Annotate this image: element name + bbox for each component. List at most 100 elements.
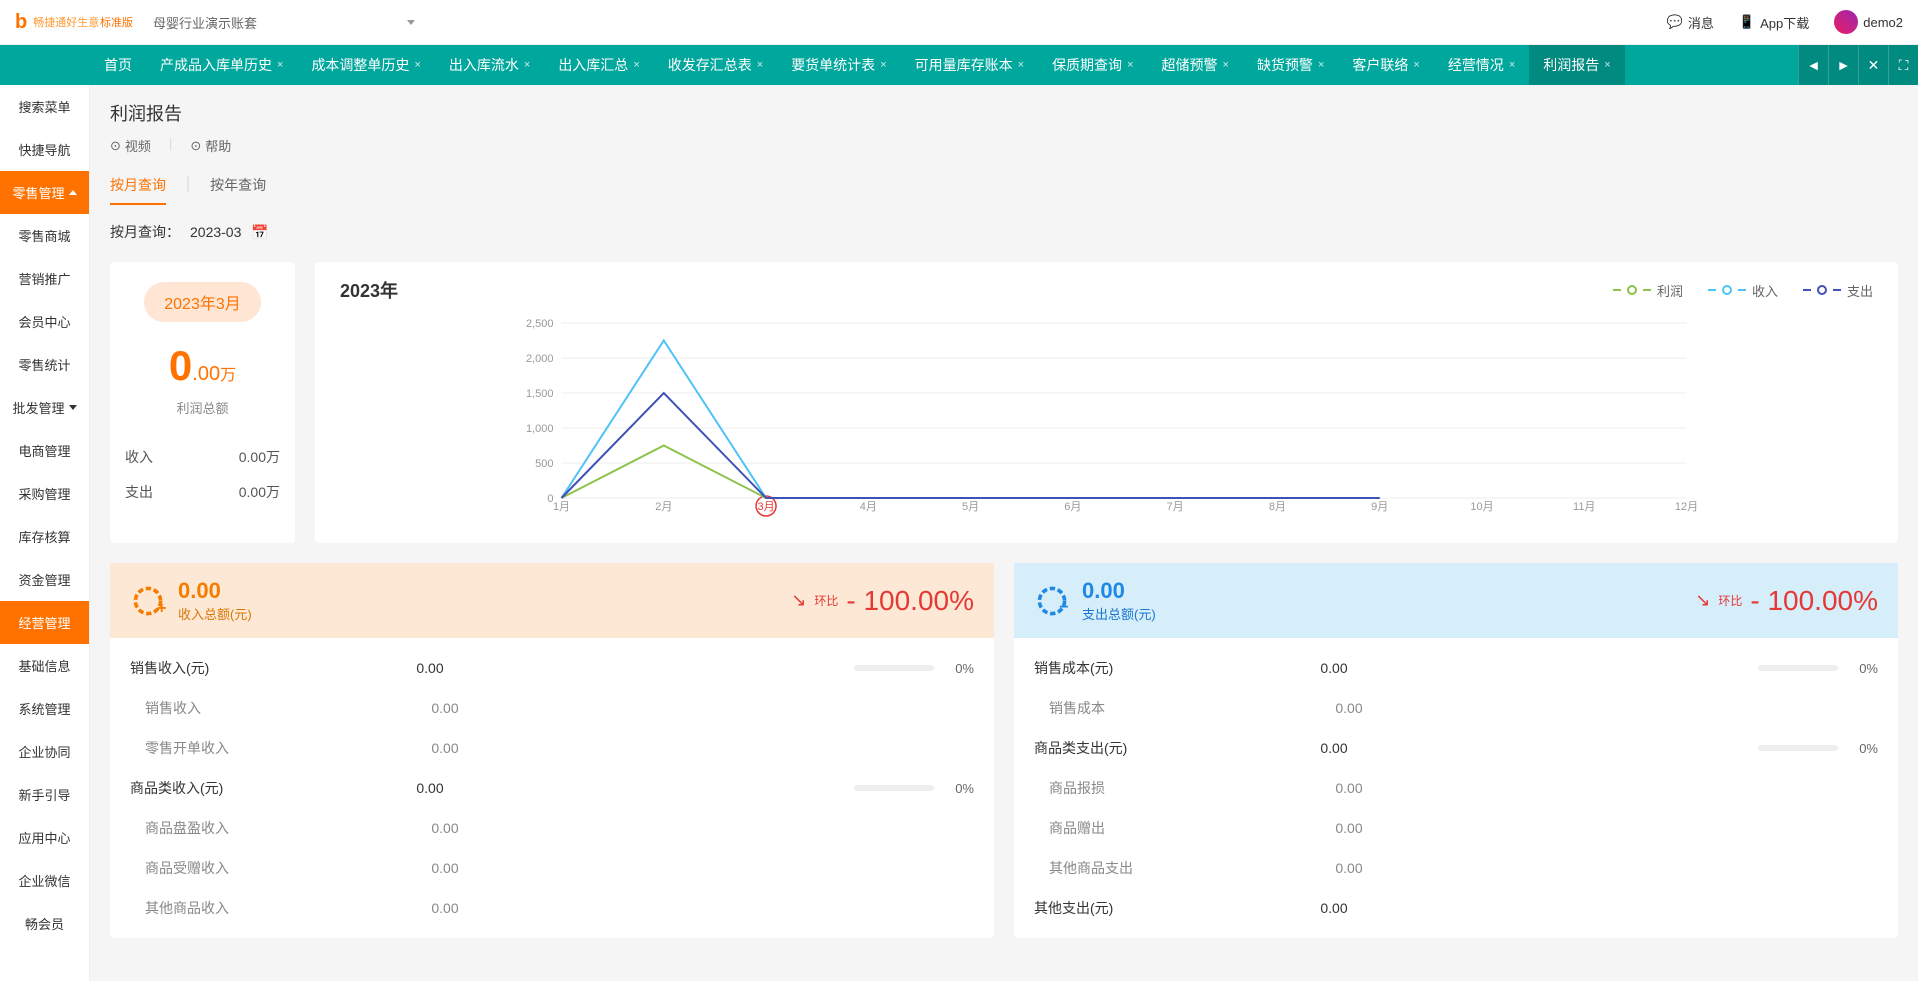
content: 利润报告 视频 | 帮助 按月查询 | 按年查询 按月查询： 2023-03 📅… — [90, 85, 1918, 981]
download-text: App下载 — [1760, 13, 1809, 32]
tab-item[interactable]: 可用量库存账本× — [901, 45, 1038, 85]
sidebar-item[interactable]: 经营管理 — [0, 601, 89, 644]
stat-row: 零售开单收入0.00 — [130, 728, 974, 768]
close-icon[interactable]: × — [1127, 59, 1133, 71]
query-month-tab[interactable]: 按月查询 — [110, 167, 166, 205]
svg-text:3月: 3月 — [757, 501, 774, 513]
stat-row: 其他支出(元)0.00 — [1034, 888, 1878, 928]
sidebar-item[interactable]: 畅会员 — [0, 902, 89, 945]
tab-home[interactable]: 首页 — [90, 45, 146, 85]
svg-text:2月: 2月 — [655, 501, 672, 513]
sidebar-item[interactable]: 零售商城 — [0, 214, 89, 257]
tab-item[interactable]: 要货单统计表× — [777, 45, 900, 85]
tab-item[interactable]: 客户联络× — [1338, 45, 1433, 85]
svg-text:12月: 12月 — [1675, 501, 1698, 513]
calendar-icon[interactable]: 📅 — [251, 224, 268, 241]
message-icon: 💬 — [1667, 14, 1683, 30]
sidebar-item[interactable]: 库存核算 — [0, 515, 89, 558]
legend-item[interactable]: 支出 — [1803, 281, 1873, 300]
sidebar-item[interactable]: 基础信息 — [0, 644, 89, 687]
tab-item[interactable]: 超储预警× — [1148, 45, 1243, 85]
profit-label: 利润总额 — [125, 398, 280, 417]
close-icon[interactable]: × — [880, 59, 886, 71]
svg-text:6月: 6月 — [1064, 501, 1081, 513]
tab-bar: 首页 产成品入库单历史×成本调整单历史×出入库流水×出入库汇总×收发存汇总表×要… — [0, 45, 1918, 85]
svg-text:−: − — [1059, 597, 1068, 615]
svg-text:1,500: 1,500 — [526, 388, 554, 400]
close-icon[interactable]: × — [1604, 59, 1610, 71]
tab-item[interactable]: 利润报告× — [1529, 45, 1624, 85]
income-header: + 0.00 收入总额(元) ↘ 环比 - 100.00% — [110, 563, 994, 638]
tab-item[interactable]: 出入库汇总× — [544, 45, 653, 85]
tab-item[interactable]: 出入库流水× — [435, 45, 544, 85]
tab-item[interactable]: 成本调整单历史× — [297, 45, 434, 85]
chart-card: 2023年 利润收入支出 05001,0001,5002,0002,5001月2… — [315, 262, 1898, 543]
sidebar-item[interactable]: 搜索菜单 — [0, 85, 89, 128]
svg-text:1,000: 1,000 — [526, 423, 554, 435]
sidebar-item[interactable]: 零售统计 — [0, 343, 89, 386]
tab-close-all-button[interactable]: ✕ — [1858, 45, 1888, 85]
income-line: 收入 0.00万 — [125, 447, 280, 467]
tab-fullscreen-button[interactable]: ⛶ — [1888, 45, 1918, 85]
user-text: demo2 — [1863, 15, 1903, 30]
expense-card: − 0.00 支出总额(元) ↘ 环比 - 100.00% 销售成本(元)0.0… — [1014, 563, 1898, 938]
download-link[interactable]: 📱 App下载 — [1739, 13, 1809, 32]
profit-amount: 0.00万 — [125, 342, 280, 390]
tab-home-label: 首页 — [104, 55, 132, 75]
sidebar-item[interactable]: 新手引导 — [0, 773, 89, 816]
legend-item[interactable]: 利润 — [1613, 281, 1683, 300]
tab-item[interactable]: 缺货预警× — [1243, 45, 1338, 85]
close-icon[interactable]: × — [1318, 59, 1324, 71]
query-tabs: 按月查询 | 按年查询 — [110, 167, 1898, 207]
sidebar-item[interactable]: 系统管理 — [0, 687, 89, 730]
filter-row: 按月查询： 2023-03 📅 — [110, 222, 1898, 242]
close-icon[interactable]: × — [1413, 59, 1419, 71]
stat-row: 商品类收入(元)0.000% — [130, 768, 974, 808]
sidebar-item[interactable]: 快捷导航 — [0, 128, 89, 171]
query-year-tab[interactable]: 按年查询 — [210, 167, 266, 205]
tab-item[interactable]: 产成品入库单历史× — [146, 45, 297, 85]
expense-label: 支出总额(元) — [1082, 604, 1156, 623]
tab-item[interactable]: 收发存汇总表× — [654, 45, 777, 85]
expense-icon: − — [1034, 583, 1070, 619]
sidebar-item[interactable]: 零售管理 — [0, 171, 89, 214]
account-select[interactable]: 母婴行业演示账套 — [153, 13, 415, 32]
tab-item[interactable]: 经营情况× — [1434, 45, 1529, 85]
tab-next-button[interactable]: ► — [1828, 45, 1858, 85]
close-icon[interactable]: × — [1223, 59, 1229, 71]
filter-value[interactable]: 2023-03 — [190, 224, 241, 240]
sidebar-item[interactable]: 批发管理 — [0, 386, 89, 429]
close-icon[interactable]: × — [524, 59, 530, 71]
close-icon[interactable]: × — [1018, 59, 1024, 71]
sidebar-item[interactable]: 资金管理 — [0, 558, 89, 601]
stat-row: 销售成本0.00 — [1034, 688, 1878, 728]
sidebar-item[interactable]: 营销推广 — [0, 257, 89, 300]
sidebar-item[interactable]: 会员中心 — [0, 300, 89, 343]
close-icon[interactable]: × — [633, 59, 639, 71]
close-icon[interactable]: × — [757, 59, 763, 71]
close-icon[interactable]: × — [277, 59, 283, 71]
stat-row: 销售收入0.00 — [130, 688, 974, 728]
svg-text:1月: 1月 — [553, 501, 570, 513]
user-menu[interactable]: demo2 — [1834, 10, 1903, 34]
sidebar-item[interactable]: 电商管理 — [0, 429, 89, 472]
tab-prev-button[interactable]: ◄ — [1798, 45, 1828, 85]
sidebar-item[interactable]: 企业微信 — [0, 859, 89, 902]
help-link[interactable]: 帮助 — [190, 136, 231, 155]
sidebar-item[interactable]: 应用中心 — [0, 816, 89, 859]
income-card: + 0.00 收入总额(元) ↘ 环比 - 100.00% 销售收入(元)0.0… — [110, 563, 994, 938]
close-icon[interactable]: × — [414, 59, 420, 71]
logo-icon: b — [15, 11, 27, 34]
tab-item[interactable]: 保质期查询× — [1038, 45, 1147, 85]
page-title: 利润报告 — [110, 100, 1898, 126]
stat-row: 销售收入(元)0.000% — [130, 648, 974, 688]
messages-link[interactable]: 💬 消息 — [1667, 13, 1714, 32]
sidebar-item[interactable]: 企业协同 — [0, 730, 89, 773]
legend-item[interactable]: 收入 — [1708, 281, 1778, 300]
expense-line: 支出 0.00万 — [125, 482, 280, 502]
close-icon[interactable]: × — [1509, 59, 1515, 71]
svg-text:7月: 7月 — [1167, 501, 1184, 513]
video-link[interactable]: 视频 — [110, 136, 151, 155]
sidebar-item[interactable]: 采购管理 — [0, 472, 89, 515]
income-icon: + — [130, 583, 166, 619]
